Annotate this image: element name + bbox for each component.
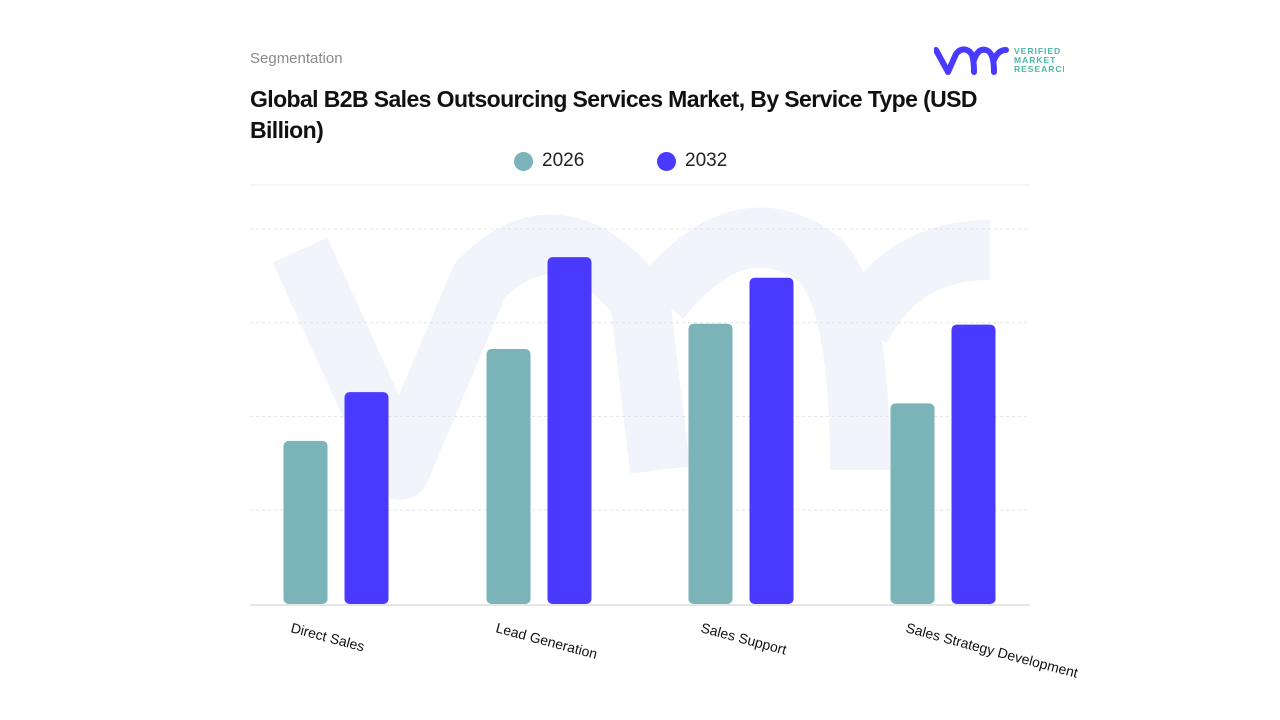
legend-swatch-2032 [657,151,676,171]
watermark-logo [272,207,991,500]
bar-2032-direct-sales [344,392,389,604]
x-tick-label: Direct Sales [289,619,366,654]
bar-2026-sales-support [688,323,733,604]
svg-text:RESEARCH: RESEARCH [1014,64,1064,74]
bar-2032-sales-strategy-development [951,324,996,604]
legend-label: 2032 [685,150,728,171]
x-tick-label: Sales Support [699,619,788,657]
svg-text:VERIFIED: VERIFIED [1014,46,1061,56]
x-tick-label: Sales Strategy Development [904,619,1080,680]
legend-item-2032: 2032 [657,150,727,172]
bar-2026-sales-strategy-development [890,403,935,604]
legend: 2026 2032 [0,150,1280,174]
chart-title: Global B2B Sales Outsourcing Services Ma… [250,86,978,143]
bar-2032-lead-generation [547,257,592,604]
bar-2026-direct-sales [283,440,328,604]
vmr-logo: VERIFIED MARKET RESEARCH [934,46,1064,75]
bar-2032-sales-support [749,277,794,604]
legend-item-2026: 2026 [514,150,584,172]
legend-swatch-2026 [514,151,533,171]
segment-label: Segmentation [250,50,343,67]
x-tick-label: Lead Generation [494,619,599,661]
svg-text:MARKET: MARKET [1014,55,1056,65]
legend-label: 2026 [542,150,585,171]
bar-2026-lead-generation [486,349,531,604]
